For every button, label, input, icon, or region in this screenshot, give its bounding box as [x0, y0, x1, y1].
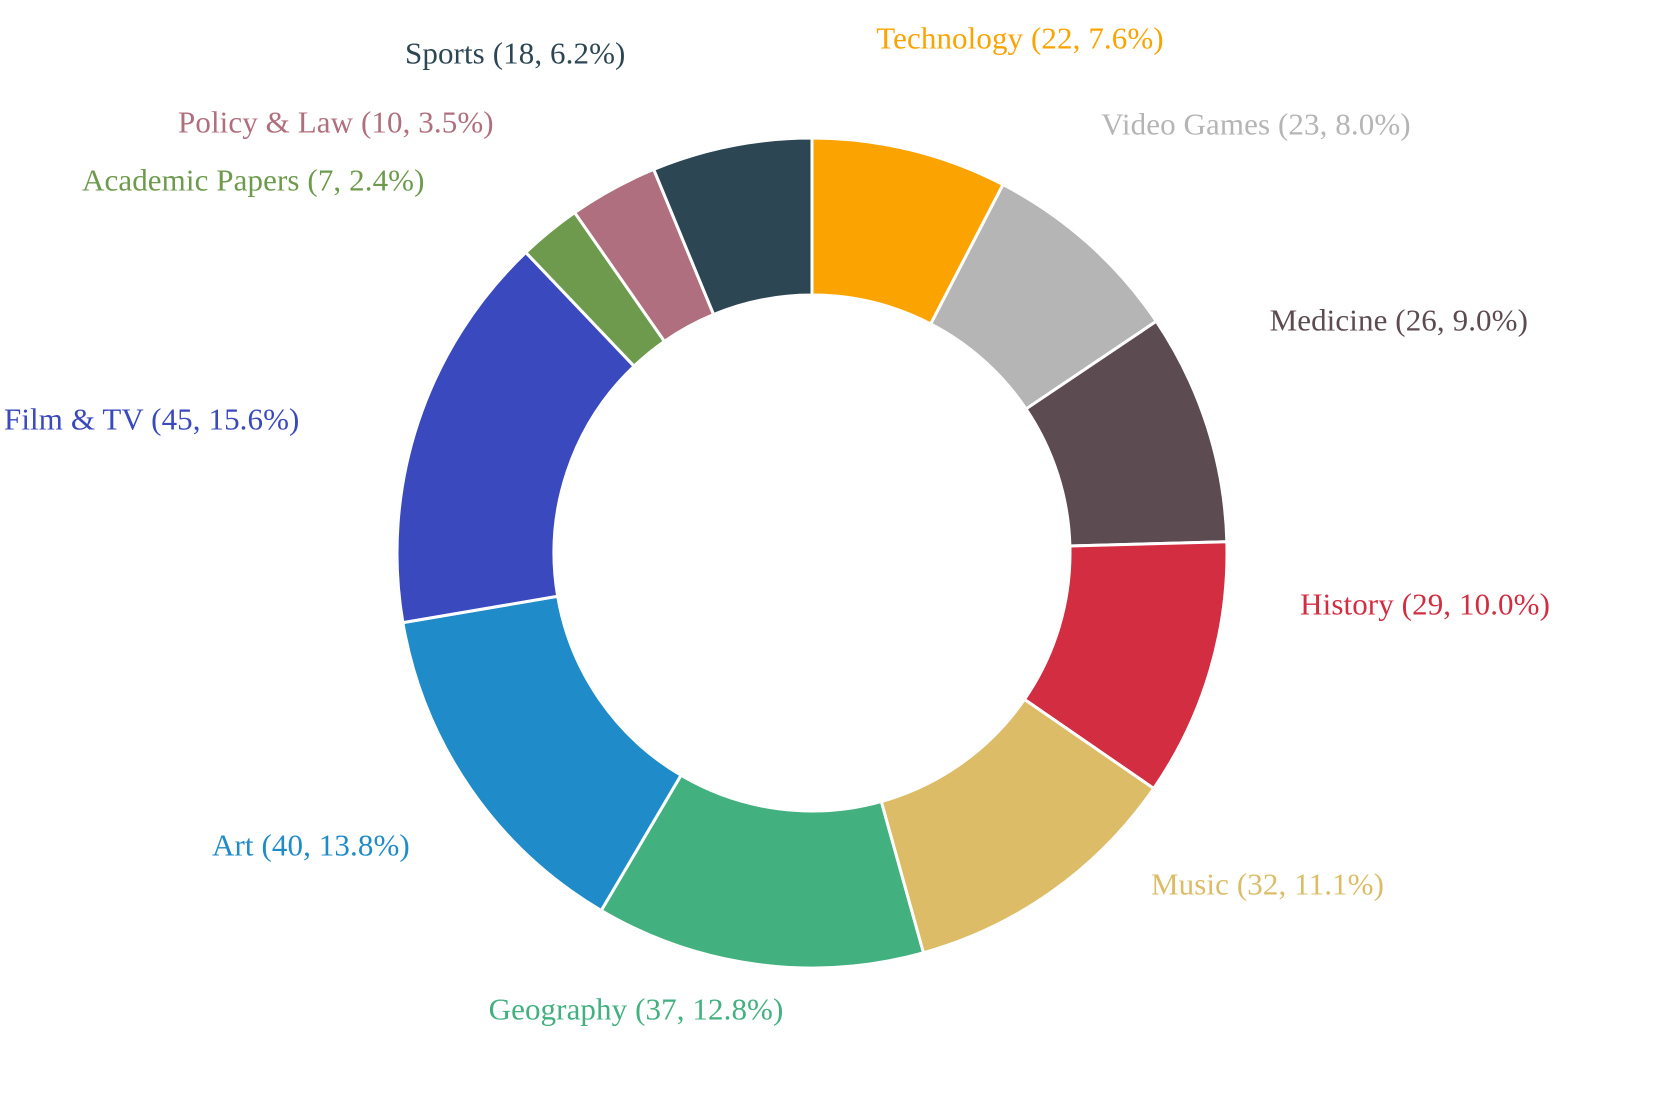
donut-slice-label-sports: Sports (18, 6.2%) — [405, 35, 626, 71]
donut-slice-label-history: History (29, 10.0%) — [1300, 586, 1550, 622]
donut-slice-label-art: Art (40, 13.8%) — [212, 827, 410, 863]
donut-wedge-art[interactable] — [401, 594, 683, 913]
donut-slice-label-video-games: Video Games (23, 8.0%) — [1101, 106, 1411, 142]
donut-slice-label-medicine: Medicine (26, 9.0%) — [1269, 302, 1528, 338]
donut-slice-label-technology: Technology (22, 7.6%) — [876, 20, 1164, 56]
donut-wedge-group — [395, 136, 1229, 970]
donut-slice-label-policy-law: Policy & Law (10, 3.5%) — [178, 104, 494, 140]
donut-slice-label-music: Music (32, 11.1%) — [1150, 866, 1384, 902]
donut-wedge-film-tv[interactable] — [395, 250, 636, 625]
donut-wedge-sports[interactable] — [652, 136, 814, 317]
donut-slice-label-academic-papers: Academic Papers (7, 2.4%) — [82, 162, 425, 198]
donut-slice-label-film-tv: Film & TV (45, 15.6%) — [4, 401, 300, 437]
donut-slice-label-geography: Geography (37, 12.8%) — [488, 991, 784, 1027]
